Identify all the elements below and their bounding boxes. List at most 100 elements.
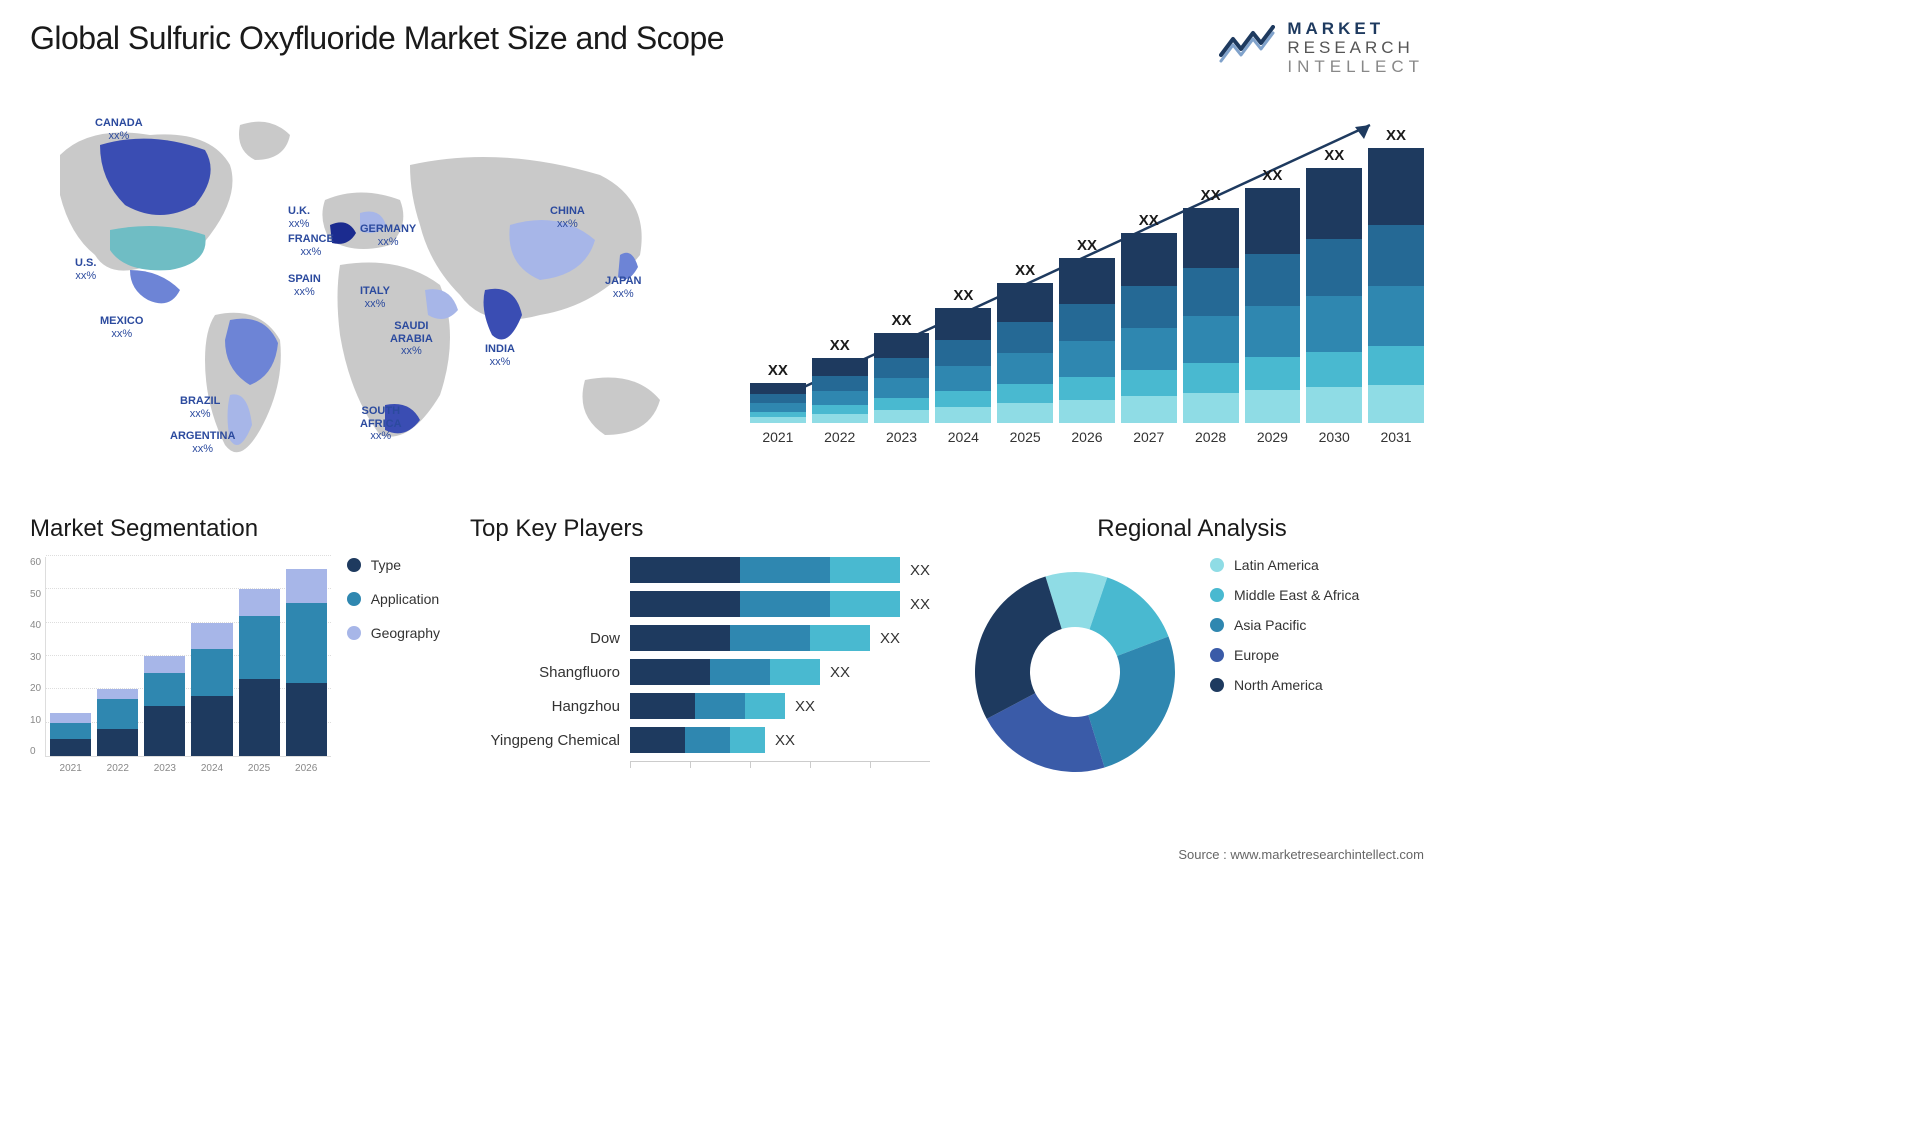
logo-wave-icon xyxy=(1219,25,1275,70)
seg-legend-item: Application xyxy=(347,591,440,607)
growth-bar-segment xyxy=(874,333,930,358)
segmentation-section: Market Segmentation 0102030405060 202120… xyxy=(30,515,440,787)
player-bar-segment xyxy=(630,591,740,617)
player-value: XX xyxy=(910,596,930,613)
seg-bar-segment xyxy=(50,739,91,756)
map-label: GERMANYxx% xyxy=(360,223,416,248)
seg-ytick: 60 xyxy=(30,557,41,568)
legend-swatch-icon xyxy=(1210,618,1224,632)
seg-ytick: 30 xyxy=(30,652,41,663)
growth-bar-segment xyxy=(935,340,991,365)
seg-bar-segment xyxy=(50,713,91,723)
player-label: Dow xyxy=(470,630,620,647)
map-label: CANADAxx% xyxy=(95,117,143,142)
growth-bar: XX2023 xyxy=(874,312,930,445)
seg-bar-segment xyxy=(191,649,232,696)
growth-bar-segment xyxy=(1368,346,1424,385)
growth-bar-value: XX xyxy=(1386,127,1406,144)
seg-ytick: 40 xyxy=(30,620,41,631)
donut-slice xyxy=(1088,637,1175,768)
growth-year-label: 2029 xyxy=(1257,429,1288,445)
map-label: SAUDIARABIAxx% xyxy=(390,320,433,358)
regional-legend-item: Asia Pacific xyxy=(1210,617,1359,633)
growth-bar-segment xyxy=(1183,268,1239,315)
player-bar-segment xyxy=(830,591,900,617)
growth-bar-value: XX xyxy=(1077,237,1097,254)
growth-bar-segment xyxy=(1183,393,1239,423)
legend-swatch-icon xyxy=(1210,648,1224,662)
seg-bar-segment xyxy=(286,569,327,602)
player-value: XX xyxy=(830,664,850,681)
growth-bar-segment xyxy=(1059,341,1115,377)
legend-swatch-icon xyxy=(1210,558,1224,572)
player-bar-segment xyxy=(630,625,730,651)
seg-bar-segment xyxy=(286,603,327,683)
growth-bar-segment xyxy=(1245,306,1301,358)
player-bar xyxy=(630,659,820,685)
growth-bar-segment xyxy=(812,405,868,414)
seg-bar-segment xyxy=(97,729,138,756)
growth-year-label: 2027 xyxy=(1133,429,1164,445)
legend-swatch-icon xyxy=(347,626,361,640)
seg-year-label: 2025 xyxy=(248,763,270,774)
seg-ytick: 0 xyxy=(30,746,41,757)
growth-year-label: 2025 xyxy=(1010,429,1041,445)
growth-bar: XX2022 xyxy=(812,337,868,445)
growth-bar-segment xyxy=(935,391,991,407)
map-label: BRAZILxx% xyxy=(180,395,220,420)
growth-year-label: 2022 xyxy=(824,429,855,445)
growth-bar-value: XX xyxy=(768,362,788,379)
seg-bar: 2021 xyxy=(50,713,91,756)
seg-bar-segment xyxy=(191,623,232,650)
player-bar xyxy=(630,625,870,651)
growth-year-label: 2028 xyxy=(1195,429,1226,445)
logo-line-1: MARKET xyxy=(1287,20,1424,37)
seg-bar-segment xyxy=(144,673,185,706)
player-row: HangzhouXX xyxy=(470,693,930,719)
seg-ytick: 20 xyxy=(30,683,41,694)
growth-bar-segment xyxy=(997,353,1053,384)
map-label: INDIAxx% xyxy=(485,343,515,368)
regional-section: Regional Analysis Latin AmericaMiddle Ea… xyxy=(960,515,1424,787)
legend-label: North America xyxy=(1234,677,1323,693)
legend-swatch-icon xyxy=(347,592,361,606)
growth-bar-segment xyxy=(1245,390,1301,423)
seg-bar: 2022 xyxy=(97,689,138,756)
growth-bar-segment xyxy=(1121,370,1177,397)
growth-bar-segment xyxy=(935,407,991,423)
map-label: CHINAxx% xyxy=(550,205,585,230)
map-label: SOUTHAFRICAxx% xyxy=(360,405,402,443)
player-bar-segment xyxy=(730,727,765,753)
seg-ytick: 50 xyxy=(30,589,41,600)
seg-bar-segment xyxy=(286,683,327,756)
growth-bar-segment xyxy=(812,358,868,376)
growth-year-label: 2024 xyxy=(948,429,979,445)
growth-bar-segment xyxy=(812,391,868,405)
player-bar-segment xyxy=(770,659,820,685)
legend-label: Latin America xyxy=(1234,557,1319,573)
players-axis xyxy=(630,761,930,771)
player-row: XX xyxy=(470,557,930,583)
player-value: XX xyxy=(775,732,795,749)
logo-line-3: INTELLECT xyxy=(1287,58,1424,75)
legend-label: Application xyxy=(371,591,440,607)
seg-bar: 2026 xyxy=(286,569,327,756)
growth-bar: XX2025 xyxy=(997,262,1053,445)
growth-bar-segment xyxy=(1059,304,1115,340)
seg-ytick: 10 xyxy=(30,715,41,726)
seg-bar-segment xyxy=(50,723,91,740)
seg-bar-segment xyxy=(144,656,185,673)
player-row: Yingpeng ChemicalXX xyxy=(470,727,930,753)
seg-bar: 2025 xyxy=(239,589,280,756)
growth-bar: XX2024 xyxy=(935,287,991,445)
map-label: JAPANxx% xyxy=(605,275,641,300)
growth-bar: XX2026 xyxy=(1059,237,1115,445)
players-tick xyxy=(810,762,811,768)
growth-bar-segment xyxy=(1059,258,1115,304)
growth-bar-segment xyxy=(750,403,806,412)
growth-bar-segment xyxy=(1245,188,1301,254)
player-value: XX xyxy=(795,698,815,715)
growth-bar-segment xyxy=(1368,225,1424,286)
growth-bar-segment xyxy=(1306,352,1362,388)
player-value: XX xyxy=(880,630,900,647)
